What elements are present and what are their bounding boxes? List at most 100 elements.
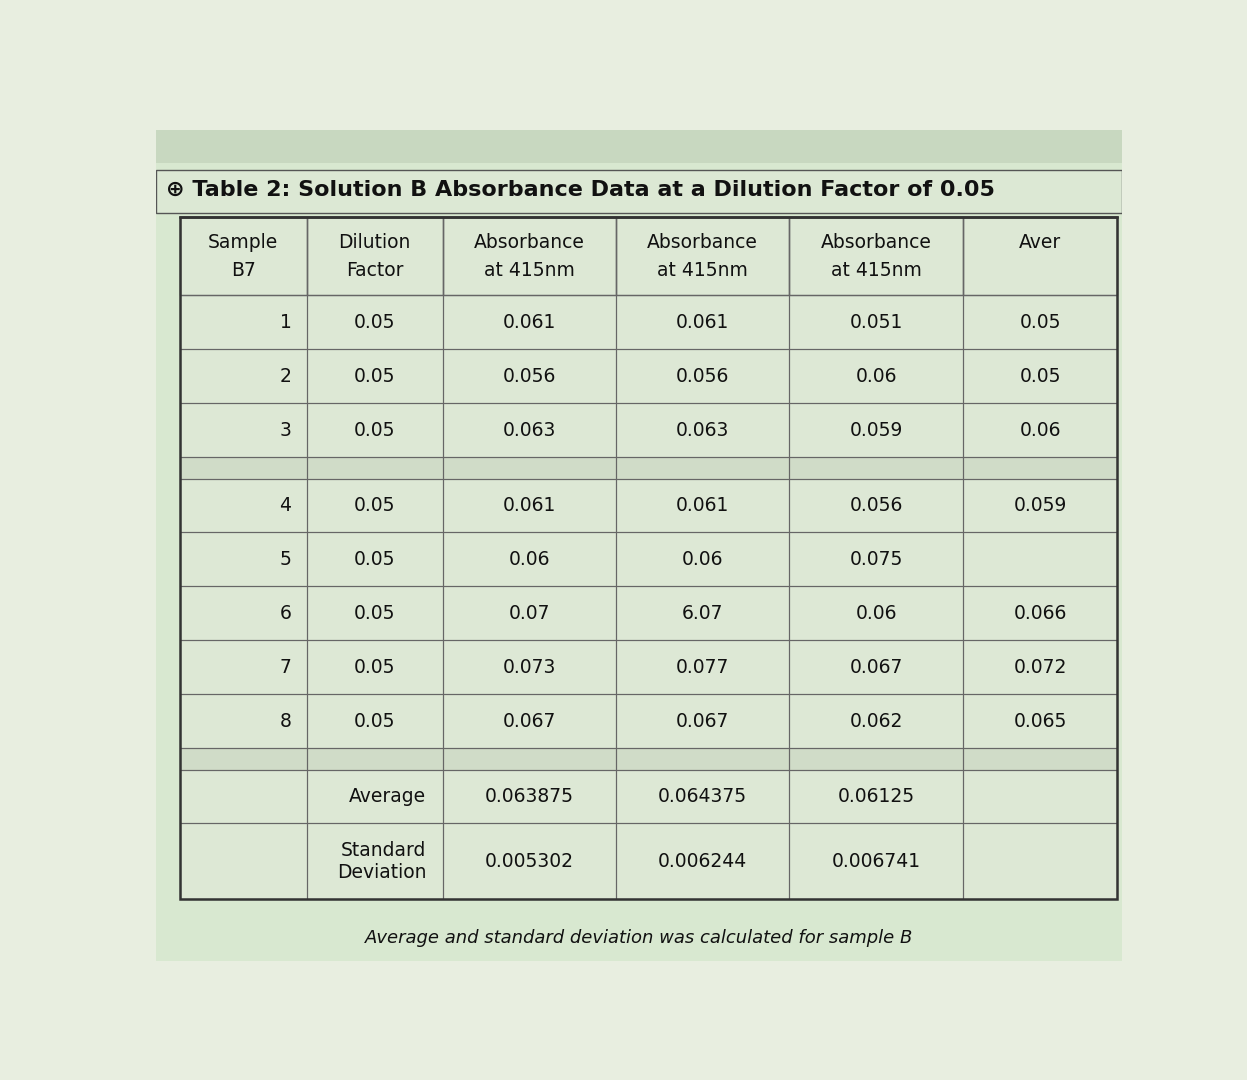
Bar [616,586,789,640]
Bar [789,748,963,770]
Bar [443,349,616,403]
Bar [180,640,307,694]
Text: 0.005302: 0.005302 [485,852,574,870]
Text: 0.077: 0.077 [676,658,729,677]
Text: 0.063: 0.063 [676,420,729,440]
Bar [180,457,307,478]
Bar [180,823,307,899]
Bar [789,586,963,640]
Text: 0.051: 0.051 [849,313,903,332]
Bar [180,748,307,770]
Bar [307,640,443,694]
Bar [963,532,1117,586]
Text: 0.06: 0.06 [509,550,550,569]
Text: 3: 3 [279,420,292,440]
Text: 0.05: 0.05 [1019,313,1061,332]
Bar [307,586,443,640]
Bar [616,823,789,899]
Bar [963,640,1117,694]
Bar [443,586,616,640]
Text: 0.06: 0.06 [682,550,723,569]
Bar [307,478,443,532]
Bar [963,748,1117,770]
Bar [307,532,443,586]
Text: 0.061: 0.061 [676,496,729,515]
Bar [443,586,616,640]
Bar [789,457,963,478]
Bar [156,130,1122,163]
Bar [443,403,616,457]
Bar [443,478,616,532]
Text: 0.073: 0.073 [503,658,556,677]
Bar [307,640,443,694]
Bar [443,478,616,532]
Text: Standard
Deviation: Standard Deviation [337,840,426,881]
Bar [789,478,963,532]
Bar [616,478,789,532]
Bar [180,748,307,770]
Bar [307,586,443,640]
Bar [443,748,616,770]
Text: at 415nm: at 415nm [657,260,748,280]
Text: 8: 8 [279,712,292,730]
Bar [443,640,616,694]
Bar [180,217,307,295]
Bar [443,694,616,748]
Bar [180,217,307,295]
Bar [616,640,789,694]
Bar [789,748,963,770]
Text: 0.056: 0.056 [849,496,903,515]
Bar [616,532,789,586]
Bar [307,403,443,457]
Text: 0.056: 0.056 [503,367,556,386]
Bar [180,295,307,349]
Bar [307,295,443,349]
Bar [963,403,1117,457]
Bar [180,586,307,640]
Bar [789,217,963,295]
Bar [443,295,616,349]
Bar [616,403,789,457]
Bar [180,770,307,823]
Bar [963,478,1117,532]
Bar [616,217,789,295]
Bar [180,478,307,532]
Bar [180,349,307,403]
Bar [789,770,963,823]
Bar [963,770,1117,823]
Bar [616,586,789,640]
Text: 0.065: 0.065 [1014,712,1067,730]
Text: 0.06: 0.06 [855,367,897,386]
Bar [789,349,963,403]
Bar [616,823,789,899]
Bar [307,770,443,823]
Bar [616,295,789,349]
Text: 0.06125: 0.06125 [838,787,914,806]
Bar [789,349,963,403]
Bar [307,748,443,770]
Bar [963,532,1117,586]
Bar [789,694,963,748]
Bar [963,217,1117,295]
Bar [789,217,963,295]
Bar [616,640,789,694]
Text: 0.067: 0.067 [676,712,729,730]
Bar [963,770,1117,823]
Text: 0.063: 0.063 [503,420,556,440]
Bar [616,694,789,748]
Text: 0.059: 0.059 [1014,496,1067,515]
Bar [180,694,307,748]
Bar [443,694,616,748]
Text: 0.063875: 0.063875 [485,787,574,806]
Bar [156,170,1122,213]
Text: 0.05: 0.05 [354,604,395,623]
Bar [307,532,443,586]
Text: 0.067: 0.067 [503,712,556,730]
Text: Aver: Aver [1019,232,1061,252]
Bar [307,457,443,478]
Text: 0.006244: 0.006244 [658,852,747,870]
Bar [963,823,1117,899]
Text: 0.062: 0.062 [849,712,903,730]
Text: 6: 6 [279,604,292,623]
Bar [307,217,443,295]
